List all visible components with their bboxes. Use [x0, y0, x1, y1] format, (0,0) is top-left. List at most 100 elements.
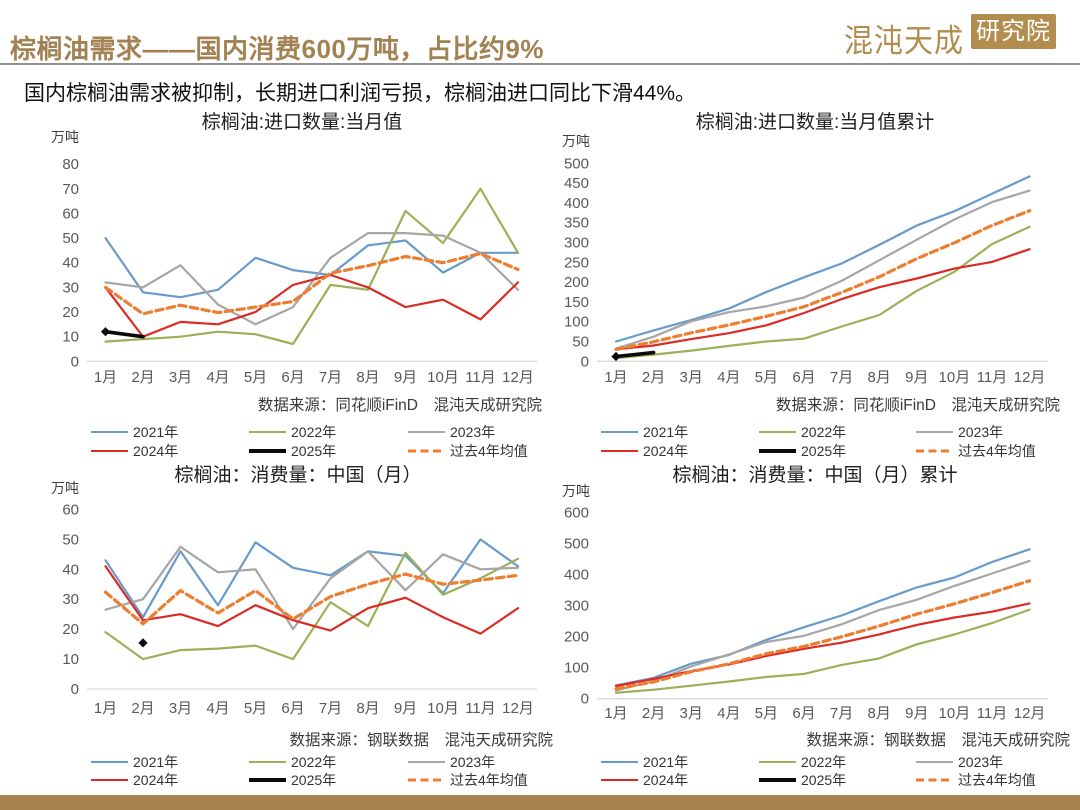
svg-text:100: 100	[564, 314, 589, 331]
svg-text:12月: 12月	[502, 700, 534, 717]
svg-text:2022年: 2022年	[291, 424, 336, 440]
svg-text:200: 200	[564, 274, 589, 291]
svg-text:1月: 1月	[604, 369, 627, 386]
svg-text:400: 400	[564, 567, 589, 584]
svg-text:2月: 2月	[642, 369, 665, 386]
svg-text:数据来源：钢联数据 混沌天成研究院: 数据来源：钢联数据 混沌天成研究院	[289, 730, 553, 749]
svg-text:3月: 3月	[169, 369, 192, 386]
svg-text:3月: 3月	[680, 705, 703, 722]
svg-text:9月: 9月	[905, 705, 928, 722]
svg-text:5月: 5月	[244, 700, 267, 717]
svg-text:过去4年均值: 过去4年均值	[958, 443, 1036, 459]
svg-text:棕榈油:进口数量:当月值累计: 棕榈油:进口数量:当月值累计	[696, 111, 935, 133]
svg-text:2025年: 2025年	[801, 772, 846, 788]
svg-text:2024年: 2024年	[133, 772, 178, 788]
svg-text:12月: 12月	[502, 369, 534, 386]
svg-text:8月: 8月	[356, 700, 379, 717]
svg-text:数据来源：同花顺iFinD 混沌天成研究院: 数据来源：同花顺iFinD 混沌天成研究院	[258, 395, 542, 414]
svg-text:4月: 4月	[206, 369, 229, 386]
svg-text:10: 10	[62, 329, 79, 346]
svg-text:10月: 10月	[939, 705, 971, 722]
svg-text:6月: 6月	[281, 700, 304, 717]
svg-text:500: 500	[564, 155, 589, 172]
svg-text:2月: 2月	[131, 700, 154, 717]
svg-text:2022年: 2022年	[291, 754, 336, 770]
svg-text:11月: 11月	[977, 705, 1008, 722]
svg-text:2025年: 2025年	[291, 443, 336, 459]
svg-text:2024年: 2024年	[133, 443, 178, 459]
svg-text:3月: 3月	[680, 369, 703, 386]
svg-text:11月: 11月	[977, 369, 1008, 386]
svg-text:10月: 10月	[427, 700, 459, 717]
svg-text:12月: 12月	[1014, 369, 1046, 386]
svg-text:2022年: 2022年	[801, 754, 846, 770]
svg-text:10: 10	[62, 651, 79, 668]
svg-text:5月: 5月	[244, 369, 267, 386]
svg-text:9月: 9月	[394, 369, 417, 386]
svg-text:11月: 11月	[465, 700, 496, 717]
svg-text:过去4年均值: 过去4年均值	[450, 772, 528, 788]
svg-text:2021年: 2021年	[133, 754, 178, 770]
svg-text:8月: 8月	[868, 369, 891, 386]
svg-text:2022年: 2022年	[801, 424, 846, 440]
svg-text:9月: 9月	[905, 369, 928, 386]
svg-text:6月: 6月	[281, 369, 304, 386]
svg-text:2025年: 2025年	[291, 772, 336, 788]
svg-text:60: 60	[62, 205, 79, 222]
svg-text:过去4年均值: 过去4年均值	[450, 443, 528, 459]
svg-text:100: 100	[564, 660, 589, 677]
svg-text:1月: 1月	[94, 700, 117, 717]
svg-text:2023年: 2023年	[450, 424, 495, 440]
svg-text:20: 20	[62, 304, 79, 321]
svg-text:0: 0	[581, 353, 589, 370]
svg-text:11月: 11月	[465, 369, 496, 386]
svg-text:2月: 2月	[642, 705, 665, 722]
svg-text:50: 50	[572, 334, 589, 351]
svg-text:7月: 7月	[319, 700, 342, 717]
svg-text:300: 300	[564, 235, 589, 252]
svg-text:万吨: 万吨	[562, 483, 590, 499]
svg-text:40: 40	[62, 561, 79, 578]
svg-text:2023年: 2023年	[958, 754, 1003, 770]
svg-text:0: 0	[581, 691, 589, 708]
svg-text:3月: 3月	[169, 700, 192, 717]
svg-text:50: 50	[62, 230, 79, 247]
svg-text:4月: 4月	[206, 700, 229, 717]
svg-text:2月: 2月	[131, 369, 154, 386]
svg-text:250: 250	[564, 254, 589, 271]
svg-text:150: 150	[564, 294, 589, 311]
svg-text:9月: 9月	[394, 700, 417, 717]
svg-text:0: 0	[71, 681, 79, 698]
svg-text:6月: 6月	[792, 705, 815, 722]
svg-text:4月: 4月	[717, 369, 740, 386]
svg-text:4月: 4月	[717, 705, 740, 722]
svg-text:40: 40	[62, 255, 79, 272]
svg-text:0: 0	[71, 353, 79, 370]
svg-text:1月: 1月	[604, 705, 627, 722]
svg-text:5月: 5月	[755, 705, 778, 722]
svg-text:2024年: 2024年	[643, 772, 688, 788]
svg-text:350: 350	[564, 215, 589, 232]
svg-text:2023年: 2023年	[958, 424, 1003, 440]
svg-text:1月: 1月	[94, 369, 117, 386]
svg-text:万吨: 万吨	[51, 129, 79, 145]
svg-text:7月: 7月	[319, 369, 342, 386]
svg-text:数据来源：钢联数据 混沌天成研究院: 数据来源：钢联数据 混沌天成研究院	[806, 730, 1070, 749]
svg-text:60: 60	[62, 501, 79, 518]
svg-text:2021年: 2021年	[643, 424, 688, 440]
svg-text:450: 450	[564, 175, 589, 192]
svg-text:2021年: 2021年	[643, 754, 688, 770]
svg-text:棕榈油:进口数量:当月值: 棕榈油:进口数量:当月值	[202, 111, 403, 133]
svg-text:5月: 5月	[755, 369, 778, 386]
svg-text:10月: 10月	[427, 369, 459, 386]
svg-text:7月: 7月	[830, 705, 853, 722]
svg-text:500: 500	[564, 536, 589, 553]
svg-text:7月: 7月	[830, 369, 853, 386]
svg-text:2023年: 2023年	[450, 754, 495, 770]
svg-text:400: 400	[564, 195, 589, 212]
svg-text:80: 80	[62, 156, 79, 173]
svg-text:20: 20	[62, 621, 79, 638]
svg-text:6月: 6月	[792, 369, 815, 386]
svg-text:数据来源：同花顺iFinD 混沌天成研究院: 数据来源：同花顺iFinD 混沌天成研究院	[776, 395, 1060, 414]
svg-text:过去4年均值: 过去4年均值	[958, 772, 1036, 788]
